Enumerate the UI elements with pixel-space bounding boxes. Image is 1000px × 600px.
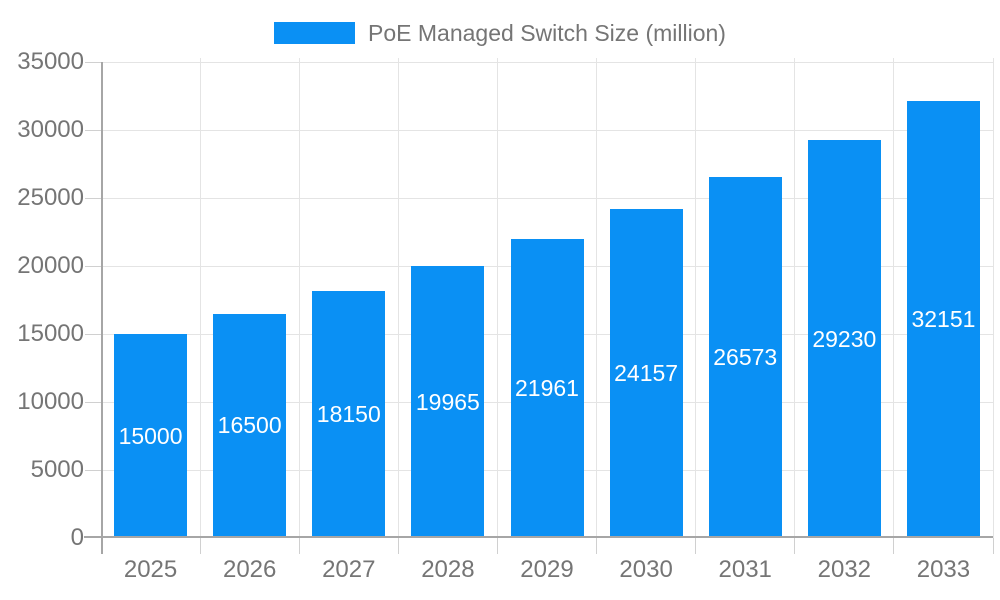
bar-value-label: 24157	[614, 360, 679, 387]
x-axis-tick-label: 2031	[718, 556, 772, 583]
plot-area: 15000 16500 18150 19965 21961 24157 26573 29230…	[84, 58, 994, 554]
bar-value-label: 19965	[415, 388, 480, 415]
gridline-horizontal	[101, 197, 993, 199]
gridline-vertical	[893, 58, 895, 538]
bar-2031[interactable]: 26573	[708, 176, 782, 538]
gridline-vertical	[596, 58, 598, 538]
x-axis-tick	[992, 538, 994, 554]
x-axis-tick-label: 2032	[817, 556, 872, 583]
y-axis-tick-label: 30000	[17, 116, 84, 143]
y-axis-tick-label: 35000	[17, 48, 84, 75]
bar-2030[interactable]: 24157	[609, 209, 683, 538]
bar-2025[interactable]: 15000	[114, 334, 188, 538]
x-axis-tick	[397, 538, 399, 554]
bar-value-label: 18150	[316, 401, 381, 428]
gridline-vertical	[199, 58, 201, 538]
bar-2026[interactable]: 16500	[213, 313, 287, 538]
y-axis-tick	[85, 469, 101, 471]
x-axis-line	[84, 536, 993, 538]
legend: PoE Managed Switch Size (million)	[0, 21, 1000, 45]
x-axis-tick-label: 2025	[123, 556, 178, 583]
gridline-vertical	[496, 58, 498, 538]
bar-value-label: 16500	[217, 412, 282, 439]
y-axis-tick-label: 0	[70, 524, 84, 551]
bar-2033[interactable]: 32151	[906, 100, 980, 538]
y-axis-tick	[85, 197, 101, 199]
bar-2032[interactable]: 29230	[807, 140, 881, 538]
x-axis-tick	[596, 538, 598, 554]
y-axis-tick	[85, 401, 101, 403]
y-axis-line	[101, 62, 103, 554]
gridline-vertical	[397, 58, 399, 538]
y-axis-tick-label: 15000	[17, 320, 84, 347]
gridline-horizontal	[101, 129, 993, 131]
legend-swatch[interactable]	[274, 22, 356, 44]
legend-label[interactable]: PoE Managed Switch Size (million)	[368, 20, 726, 46]
y-axis-tick	[85, 333, 101, 335]
bar-2029[interactable]: 21961	[510, 239, 584, 538]
x-axis-tick	[893, 538, 895, 554]
y-axis-tick	[85, 129, 101, 131]
y-axis-tick-label: 20000	[17, 252, 84, 279]
y-axis-tick	[85, 61, 101, 63]
x-axis-tick	[496, 538, 498, 554]
x-axis-tick-label: 2026	[222, 556, 277, 583]
x-axis-tick-label: 2030	[619, 556, 673, 583]
gridline-vertical	[992, 58, 994, 538]
bar-2028[interactable]: 19965	[411, 266, 485, 538]
gridline-vertical	[298, 58, 300, 538]
bar-value-label: 29230	[812, 325, 877, 352]
x-axis-tick-label: 2029	[520, 556, 574, 583]
bar-value-label: 21961	[515, 375, 579, 402]
gridline-vertical	[695, 58, 697, 538]
y-axis-tick-label: 10000	[17, 388, 84, 415]
x-axis-tick-label: 2027	[322, 556, 376, 583]
x-axis-tick-label: 2033	[916, 556, 971, 583]
gridline-vertical	[794, 58, 796, 538]
y-axis-tick	[85, 265, 101, 267]
y-axis-tick-label: 25000	[17, 184, 84, 211]
gridline-horizontal	[101, 61, 993, 63]
x-axis-tick	[695, 538, 697, 554]
bar-value-label: 26573	[713, 343, 778, 370]
x-axis-tick	[794, 538, 796, 554]
x-axis-tick	[199, 538, 201, 554]
y-axis-tick-label: 5000	[30, 456, 84, 483]
x-axis-tick	[298, 538, 300, 554]
bar-value-label: 15000	[118, 422, 183, 449]
bar-2027[interactable]: 18150	[312, 291, 386, 538]
x-axis-tick-label: 2028	[421, 556, 475, 583]
bar-value-label: 32151	[911, 305, 976, 332]
